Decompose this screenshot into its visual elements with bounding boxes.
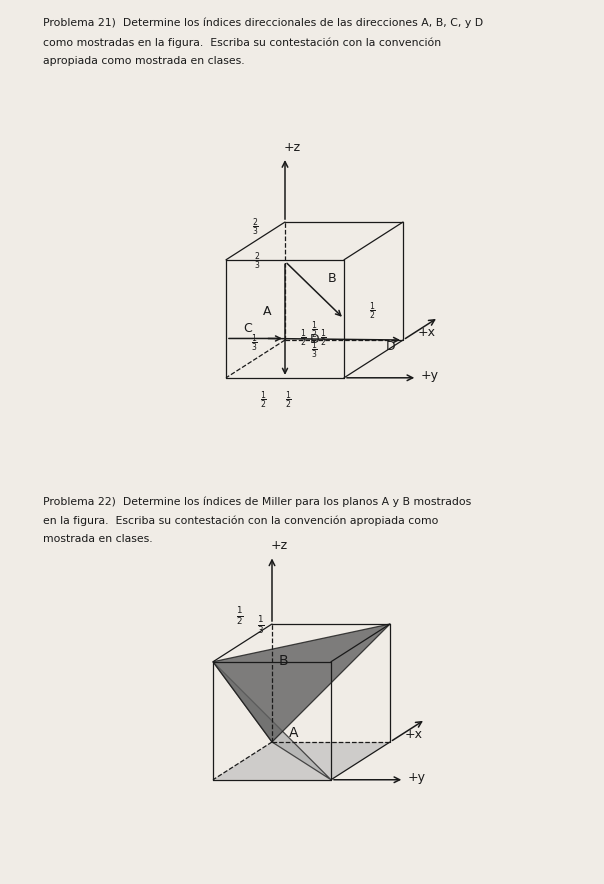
Text: A: A bbox=[289, 726, 299, 740]
Text: $\frac{2}{3}$: $\frac{2}{3}$ bbox=[252, 217, 259, 238]
Text: D: D bbox=[309, 332, 319, 346]
Text: +x: +x bbox=[417, 326, 435, 339]
Text: +x: +x bbox=[405, 728, 422, 741]
Text: $\frac{1}{2}$: $\frac{1}{2}$ bbox=[368, 300, 376, 322]
Polygon shape bbox=[213, 742, 390, 780]
Text: $\frac{1}{2}$: $\frac{1}{2}$ bbox=[320, 328, 327, 349]
Text: $\frac{1}{2}$: $\frac{1}{2}$ bbox=[236, 605, 244, 627]
Text: $\frac{1}{2}$: $\frac{1}{2}$ bbox=[284, 389, 292, 410]
Text: $\frac{2}{3}$: $\frac{2}{3}$ bbox=[254, 251, 260, 272]
Text: $\frac{1}{3}$: $\frac{1}{3}$ bbox=[251, 332, 257, 354]
Polygon shape bbox=[213, 624, 390, 742]
Polygon shape bbox=[213, 662, 331, 780]
Text: +y: +y bbox=[407, 771, 425, 784]
Text: $\frac{1}{2}$: $\frac{1}{2}$ bbox=[300, 328, 306, 349]
Text: B: B bbox=[279, 654, 289, 668]
Text: D: D bbox=[385, 339, 395, 353]
Text: C: C bbox=[243, 322, 252, 335]
Text: $\frac{1}{2}$: $\frac{1}{2}$ bbox=[310, 319, 318, 340]
Text: +z: +z bbox=[283, 141, 301, 154]
Text: como mostradas en la figura.  Escriba su contestación con la convención: como mostradas en la figura. Escriba su … bbox=[43, 37, 441, 48]
Text: $\frac{1}{3}$: $\frac{1}{3}$ bbox=[257, 613, 265, 636]
Text: mostrada en clases.: mostrada en clases. bbox=[43, 534, 153, 545]
Text: Problema 22)  Determine los índices de Miller para los planos A y B mostrados: Problema 22) Determine los índices de Mi… bbox=[43, 496, 471, 507]
Text: B: B bbox=[328, 271, 337, 285]
Text: apropiada como mostrada en clases.: apropiada como mostrada en clases. bbox=[43, 56, 245, 66]
Text: +z: +z bbox=[271, 539, 288, 552]
Text: $\frac{1}{3}$: $\frac{1}{3}$ bbox=[310, 339, 318, 361]
Text: +y: +y bbox=[420, 370, 438, 382]
Text: A: A bbox=[263, 305, 271, 318]
Text: Problema 21)  Determine los índices direccionales de las direcciones A, B, C, y : Problema 21) Determine los índices direc… bbox=[43, 18, 483, 28]
Text: en la figura.  Escriba su contestación con la convención apropiada como: en la figura. Escriba su contestación co… bbox=[43, 515, 439, 526]
Text: $\frac{1}{2}$: $\frac{1}{2}$ bbox=[260, 389, 266, 410]
